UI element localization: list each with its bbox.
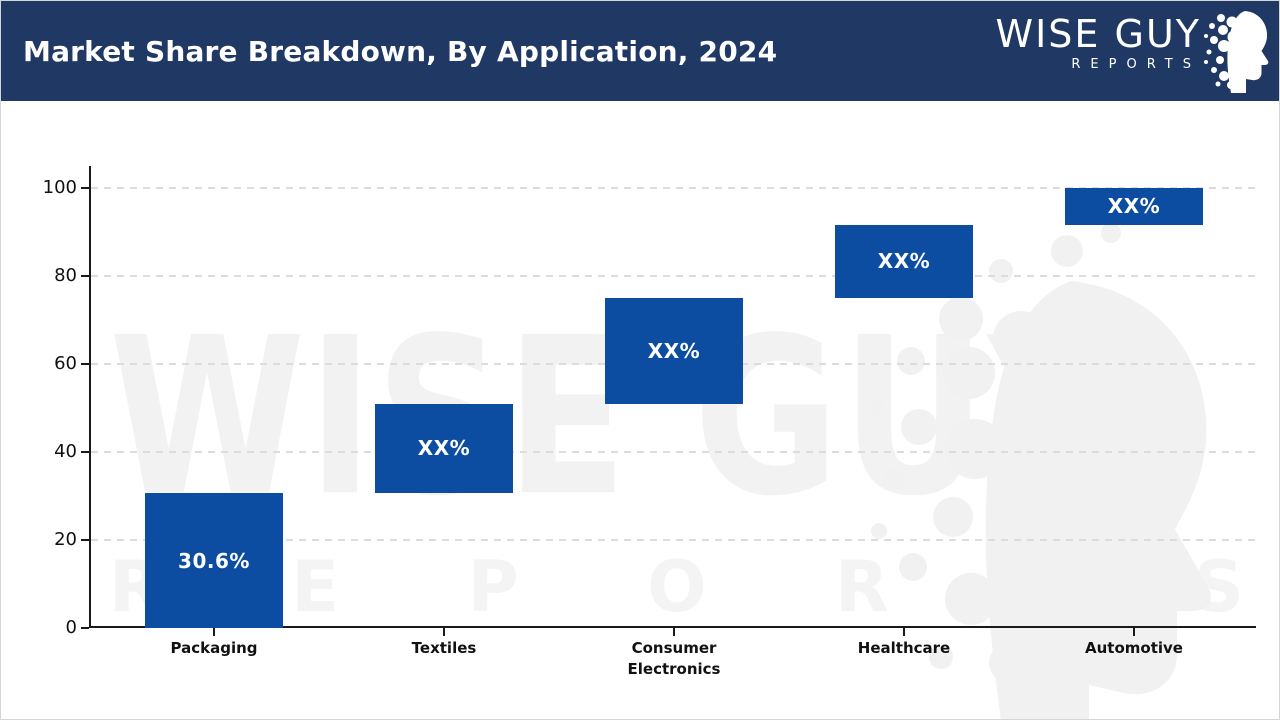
brand-logo: WISE GUY REPORTS: [995, 12, 1201, 72]
y-tick-label: 60: [54, 353, 77, 374]
y-tick-label: 100: [42, 177, 77, 198]
bar-healthcare: XX%: [835, 224, 973, 299]
bar-consumer-electronics: XX%: [605, 298, 743, 404]
bar-textiles: XX%: [375, 403, 513, 494]
y-tick-mark: [81, 363, 89, 365]
chart-title: Market Share Breakdown, By Application, …: [23, 34, 778, 68]
x-tick-mark: [903, 628, 905, 636]
gridline-40: [91, 451, 1256, 453]
gridline-100: [91, 187, 1256, 189]
x-tick-label: Textiles: [411, 639, 477, 657]
y-tick-label: 80: [54, 265, 77, 286]
y-tick-mark: [81, 539, 89, 541]
header-bar: Market Share Breakdown, By Application, …: [1, 1, 1279, 101]
y-tick-label: 40: [54, 441, 77, 462]
head-silhouette-icon: [1204, 11, 1269, 93]
bar-packaging: 30.6%: [145, 493, 283, 628]
bar-value-label: XX%: [877, 249, 931, 274]
y-tick-mark: [81, 275, 89, 277]
x-tick-mark: [1133, 628, 1135, 636]
brand-subtitle: REPORTS: [1071, 56, 1201, 72]
x-tick-label: Packaging: [170, 639, 258, 657]
bar-value-label: XX%: [417, 436, 471, 461]
brand-wordmark: WISE GUY: [995, 12, 1201, 56]
gridline-20: [91, 539, 1256, 541]
x-tick-label: Automotive: [1085, 639, 1183, 657]
plot-area: 0 20 40 60 80 100 30.6% Packaging XX% Textiles XX%…: [43, 166, 1256, 678]
x-tick-mark: [673, 628, 675, 636]
bar-value-label: XX%: [647, 339, 701, 364]
y-tick-mark: [81, 187, 89, 189]
y-tick-mark: [81, 627, 89, 629]
x-tick-label: Consumer Electronics: [627, 639, 721, 678]
gridline-80: [91, 275, 1256, 277]
bar-automotive: XX%: [1065, 188, 1203, 225]
bar-value-label: XX%: [1107, 194, 1161, 219]
x-tick-mark: [443, 628, 445, 636]
y-tick-label: 20: [54, 529, 77, 550]
y-tick-mark: [81, 451, 89, 453]
x-tick-label: Healthcare: [857, 639, 951, 657]
chart-canvas: WISE GUY R E P O R T S 0 20 40 60 80 100 30.6%…: [1, 101, 1279, 719]
y-tick-label: 0: [65, 617, 77, 638]
bar-value-label: 30.6%: [178, 548, 250, 573]
x-tick-mark: [213, 628, 215, 636]
